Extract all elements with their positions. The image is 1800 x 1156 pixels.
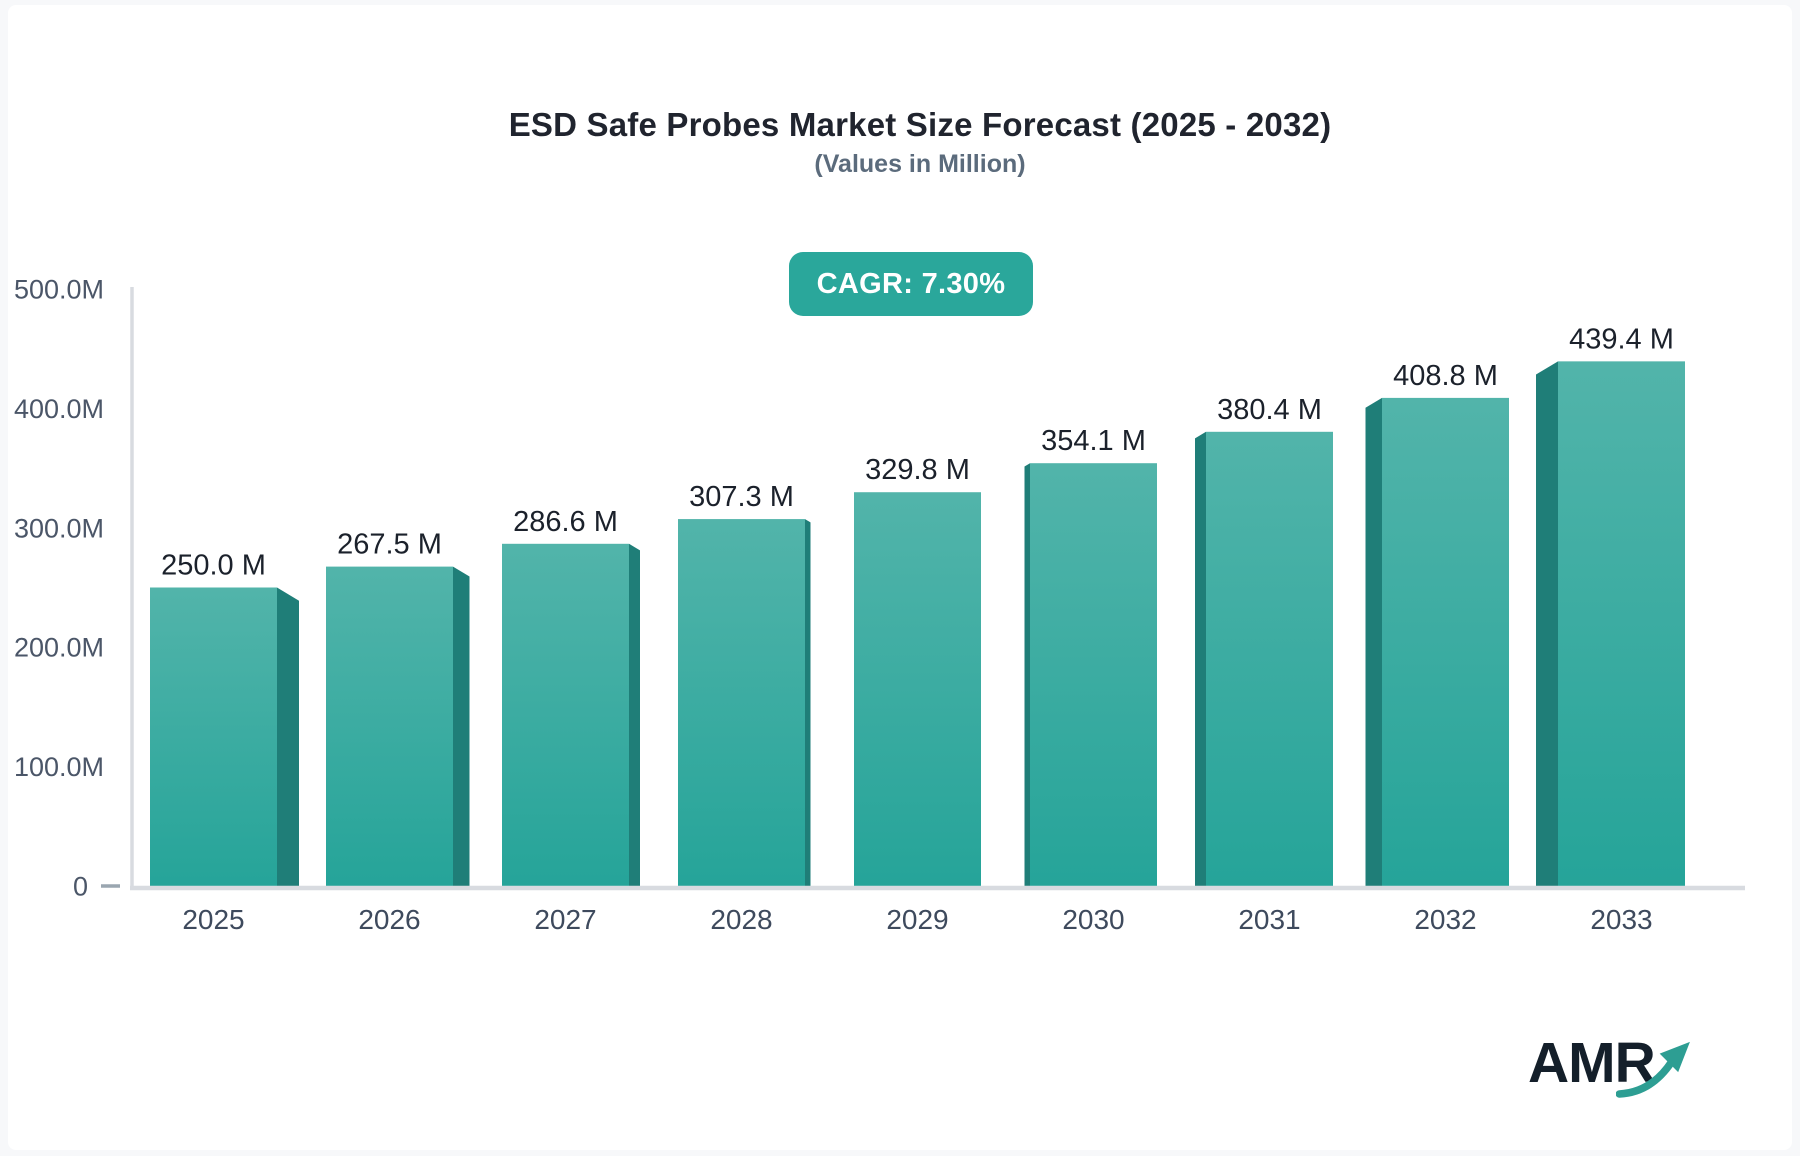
bar-side-face-2031 (1195, 431, 1206, 889)
bar-value-label-2030: 354.1 M (1041, 425, 1146, 457)
y-tick-500.0M: 500.0M (14, 275, 104, 305)
x-tick-2033: 2033 (1590, 904, 1652, 935)
bar-value-label-2031: 380.4 M (1217, 394, 1322, 426)
bar-2029 (854, 492, 981, 888)
bar-value-label-2026: 267.5 M (337, 529, 442, 561)
x-tick-2027: 2027 (534, 904, 596, 935)
bar-group-2033: 439.4 M 2033 (1536, 323, 1685, 935)
cagr-badge: CAGR: 7.30% (789, 252, 1033, 316)
bar-value-label-2025: 250.0 M (161, 550, 266, 582)
y-tick-400.0M: 400.0M (14, 394, 104, 424)
bar-side-face-2033 (1536, 361, 1558, 889)
bar-value-label-2028: 307.3 M (689, 481, 794, 513)
bar-group-2032: 408.8 M 2032 (1365, 360, 1509, 935)
amr-logo-text: AMR (1528, 1031, 1656, 1095)
amr-logo: AMR (1528, 1030, 1768, 1110)
y-tick-200.0M: 200.0M (14, 633, 104, 663)
bar-side-face-2026 (453, 566, 470, 889)
x-tick-2031: 2031 (1238, 904, 1300, 935)
bar-value-label-2033: 439.4 M (1569, 323, 1674, 355)
bar-2026 (326, 566, 453, 888)
x-tick-2025: 2025 (182, 904, 244, 935)
bar-value-label-2032: 408.8 M (1393, 360, 1498, 392)
bar-group-2031: 380.4 M 2031 (1195, 394, 1333, 935)
bar-side-face-2025 (277, 587, 299, 889)
bar-value-label-2029: 329.8 M (865, 454, 970, 486)
bar-group-2025: 250.0 M 2025 (150, 550, 299, 935)
x-tick-2029: 2029 (886, 904, 948, 935)
bar-group-2026: 267.5 M 2026 (326, 529, 470, 935)
bar-group-2029: 329.8 M 2029 (854, 454, 981, 935)
bar-2030 (1030, 463, 1157, 888)
x-tick-2028: 2028 (710, 904, 772, 935)
bar-group-2030: 354.1 M 2030 (1024, 425, 1157, 935)
bar-2033 (1558, 361, 1685, 888)
growth-arrow-icon (1616, 1041, 1690, 1098)
y-tick-0: 0 (73, 872, 88, 902)
bar-2025 (150, 587, 277, 888)
bar-group-2027: 286.6 M 2027 (502, 506, 640, 935)
y-tick-100.0M: 100.0M (14, 752, 104, 782)
x-tick-2030: 2030 (1062, 904, 1124, 935)
bar-side-face-2027 (629, 543, 640, 889)
bar-side-face-2032 (1365, 397, 1382, 889)
x-tick-2026: 2026 (358, 904, 420, 935)
bar-group-2028: 307.3 M 2028 (678, 481, 811, 935)
bar-side-face-2030 (1024, 463, 1030, 889)
cagr-badge-label: CAGR: 7.30% (816, 267, 1006, 300)
chart-title: ESD Safe Probes Market Size Forecast (20… (508, 106, 1332, 143)
bar-2027 (502, 543, 629, 888)
x-tick-2032: 2032 (1414, 904, 1476, 935)
chart-subtitle: (Values in Million) (814, 150, 1026, 178)
bar-2032 (1382, 397, 1509, 888)
bar-2028 (678, 519, 805, 888)
y-tick-300.0M: 300.0M (14, 513, 104, 543)
bar-side-face-2028 (805, 519, 811, 889)
bar-value-label-2027: 286.6 M (513, 506, 618, 538)
bar-2031 (1206, 431, 1333, 888)
